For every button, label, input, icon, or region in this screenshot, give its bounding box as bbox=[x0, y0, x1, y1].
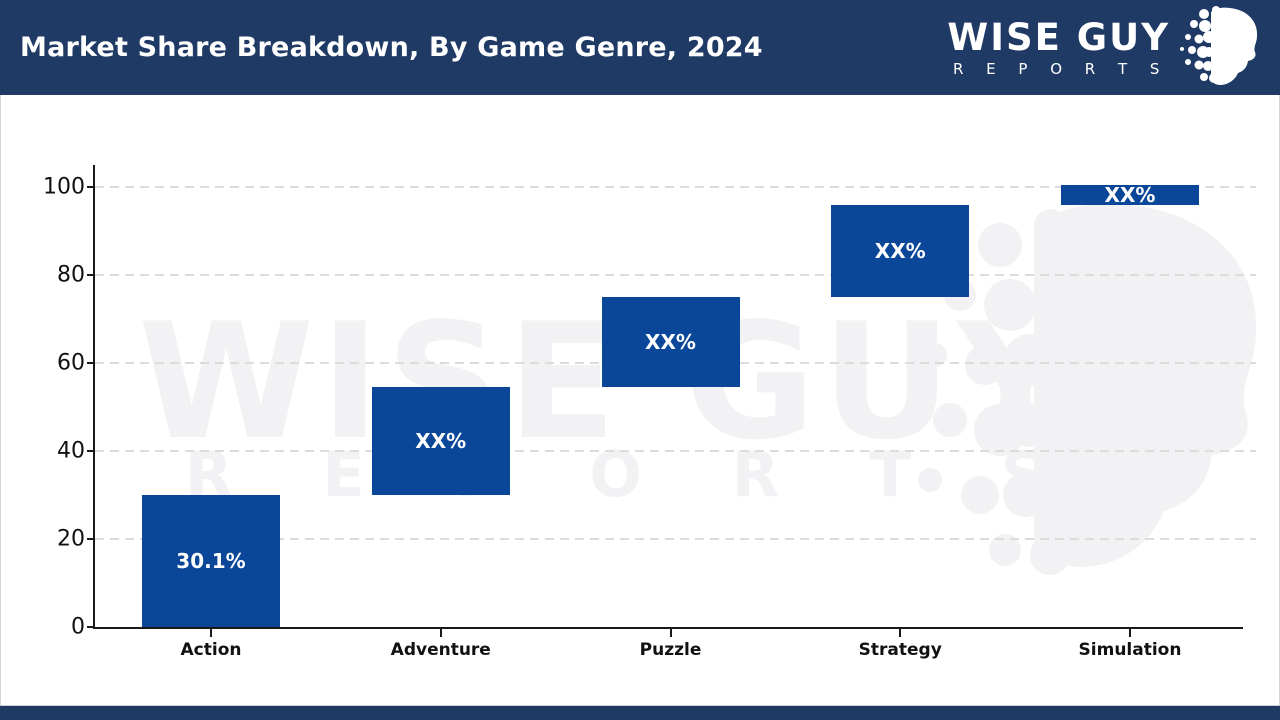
bar-label-action: 30.1% bbox=[176, 548, 246, 573]
x-tick-label-action: Action bbox=[180, 640, 242, 660]
gridline-40 bbox=[95, 450, 1256, 452]
watermark-face-icon bbox=[880, 185, 1280, 609]
x-tick-strategy bbox=[899, 629, 902, 637]
logo-face-icon bbox=[1174, 4, 1266, 92]
header-bar: Market Share Breakdown, By Game Genre, 2… bbox=[0, 0, 1280, 95]
y-tick-60 bbox=[87, 362, 95, 364]
gridline-100 bbox=[95, 186, 1256, 188]
bar-label-puzzle: XX% bbox=[645, 329, 696, 354]
footer-bar bbox=[0, 706, 1280, 720]
x-tick-label-adventure: Adventure bbox=[390, 640, 491, 660]
y-tick-label-80: 80 bbox=[57, 262, 85, 288]
y-tick-label-40: 40 bbox=[57, 438, 85, 464]
x-tick-label-simulation: Simulation bbox=[1078, 640, 1182, 660]
x-tick-puzzle bbox=[669, 629, 672, 637]
bar-label-adventure: XX% bbox=[415, 428, 467, 453]
logo-wordmark: WISE GUY bbox=[947, 16, 1170, 59]
x-tick-adventure bbox=[439, 629, 442, 637]
bar-simulation: XX% bbox=[1061, 182, 1199, 207]
x-tick-simulation bbox=[1129, 629, 1131, 637]
y-tick-0 bbox=[87, 626, 95, 628]
x-tick-label-puzzle: Puzzle bbox=[639, 640, 702, 660]
y-tick-100 bbox=[87, 186, 95, 188]
page-title: Market Share Breakdown, By Game Genre, 2… bbox=[20, 32, 763, 63]
logo: WISE GUY R E P O R T S bbox=[947, 6, 1266, 90]
y-tick-label-100: 100 bbox=[43, 174, 85, 200]
y-tick-label-0: 0 bbox=[71, 614, 85, 640]
gridline-20 bbox=[95, 538, 1256, 540]
bar-puzzle: XX% bbox=[601, 296, 740, 387]
x-tick-action bbox=[210, 629, 212, 637]
bar-label-strategy: XX% bbox=[874, 238, 926, 263]
x-tick-label-strategy: Strategy bbox=[858, 640, 942, 660]
x-axis-line bbox=[93, 627, 1243, 629]
y-tick-40 bbox=[87, 450, 95, 452]
logo-text: WISE GUY R E P O R T S bbox=[947, 19, 1170, 77]
bar-strategy: XX% bbox=[831, 204, 970, 297]
y-tick-20 bbox=[87, 538, 95, 540]
bar-action: 30.1% bbox=[142, 494, 280, 627]
logo-subtitle: R E P O R T S bbox=[952, 60, 1169, 78]
y-tick-80 bbox=[87, 274, 95, 276]
y-tick-label-60: 60 bbox=[57, 350, 85, 376]
y-axis-line bbox=[93, 165, 95, 629]
bar-adventure: XX% bbox=[371, 386, 510, 495]
bar-label-simulation: XX% bbox=[1104, 182, 1156, 207]
y-tick-label-20: 20 bbox=[57, 526, 85, 552]
gridline-80 bbox=[95, 274, 1256, 276]
